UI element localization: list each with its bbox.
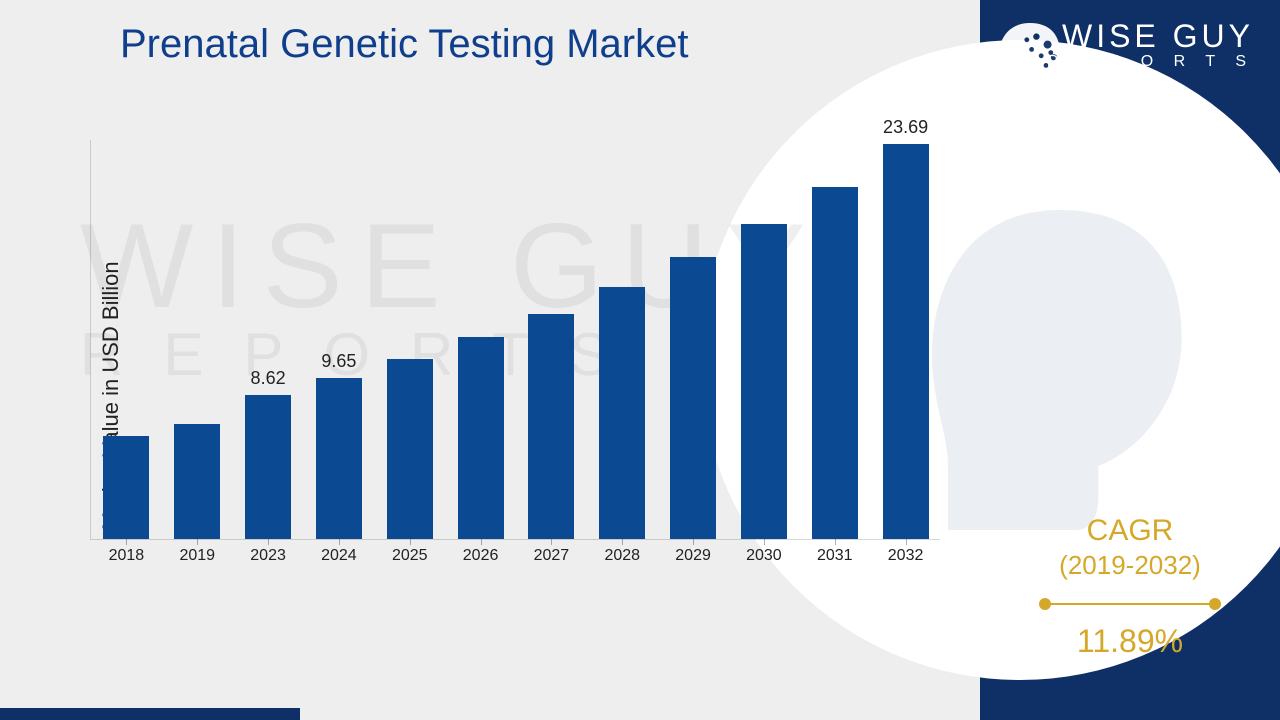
bar [528,314,574,539]
bar-value-label: 23.69 [883,117,928,138]
bar-value-label: 9.65 [321,351,356,372]
bar [458,337,504,539]
x-axis-label: 2029 [675,547,711,565]
x-axis-label: 2026 [463,547,499,565]
logo-line2: R E P O R T S [1047,53,1254,71]
cagr-range: (2019-2032) [1010,550,1250,581]
x-tick [693,539,694,545]
bar [174,424,220,539]
bar [245,395,291,539]
bar [670,257,716,539]
bar [883,144,929,539]
bar [316,378,362,539]
bar [812,187,858,539]
logo-line1: WISE GUY [1047,18,1254,55]
x-axis-label: 2027 [534,547,570,565]
cagr-title: CAGR [1010,514,1250,548]
x-axis-label: 2031 [817,547,853,565]
canvas: WISE GUY REPORTS Prenatal Genetic Testin… [0,0,1280,720]
chart-title: Prenatal Genetic Testing Market [120,22,688,67]
bar [103,436,149,539]
x-tick [764,539,765,545]
x-tick [268,539,269,545]
x-tick [126,539,127,545]
x-axis-label: 2018 [109,547,145,565]
x-tick [622,539,623,545]
x-tick [835,539,836,545]
x-axis-label: 2024 [321,547,357,565]
x-axis-label: 2023 [250,547,286,565]
x-tick [410,539,411,545]
x-tick [197,539,198,545]
x-axis-label: 2025 [392,547,428,565]
cagr-block: CAGR (2019-2032) 11.89% [1010,514,1250,660]
x-axis-label: 2030 [746,547,782,565]
bar-value-label: 8.62 [251,368,286,389]
x-tick [339,539,340,545]
x-axis-label: 2019 [179,547,215,565]
x-tick [906,539,907,545]
chart-plot: 201820198.6220239.6520242025202620272028… [90,140,940,540]
brand-logo: WISE GUY R E P O R T S [1047,18,1254,71]
x-tick [551,539,552,545]
x-axis-label: 2028 [604,547,640,565]
cagr-value: 11.89% [1010,623,1250,660]
x-axis-label: 2032 [888,547,924,565]
bar [599,287,645,539]
bar [387,359,433,539]
cagr-divider [1045,603,1215,605]
x-tick [481,539,482,545]
bar [741,224,787,539]
bottom-accent-bar [0,708,300,720]
chart-area: Market Value in USD Billion 201820198.62… [70,140,940,600]
